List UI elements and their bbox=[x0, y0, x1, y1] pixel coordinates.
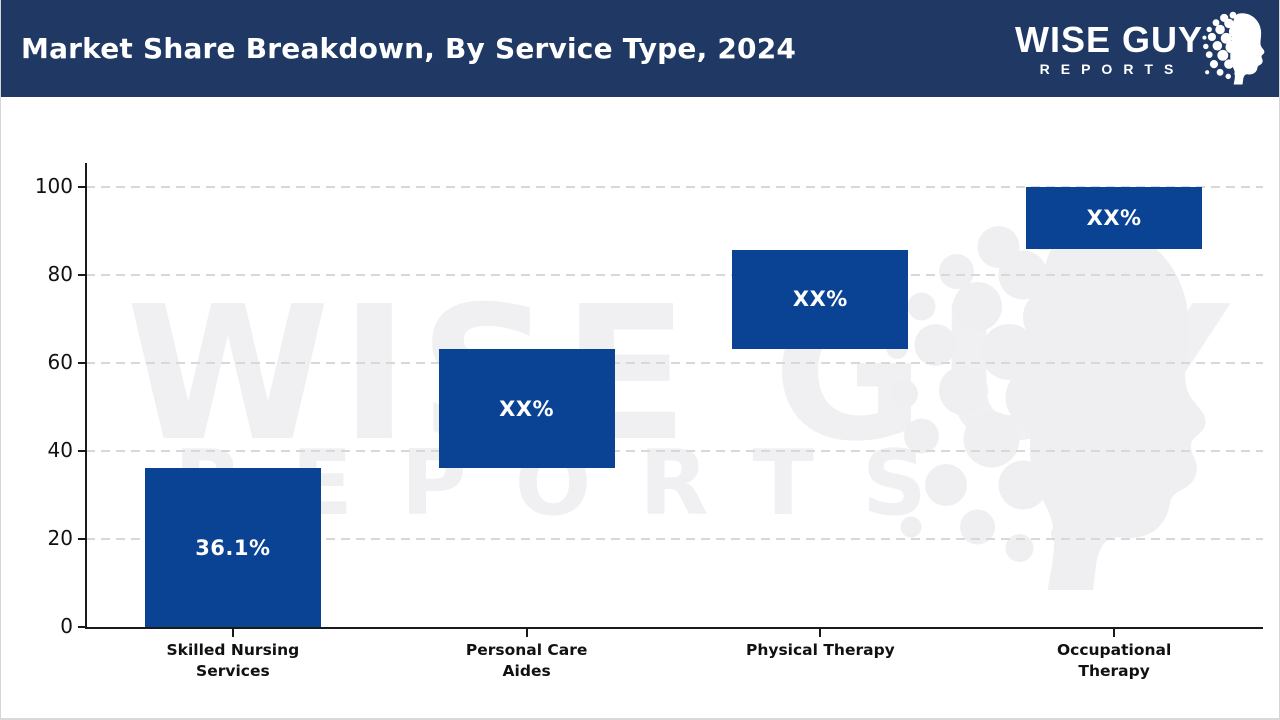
bar-segment: 36.1% bbox=[144, 468, 321, 627]
y-tick-mark bbox=[78, 450, 86, 452]
y-axis-line bbox=[85, 163, 87, 629]
logo-wordmark: WISE GUY bbox=[1014, 18, 1203, 60]
logo-text: WISE GUY REPORTS bbox=[1014, 18, 1203, 77]
x-tick-label-line: Therapy bbox=[1078, 661, 1150, 680]
bar-value-label: XX% bbox=[792, 287, 848, 312]
x-tick-mark bbox=[1113, 629, 1116, 637]
y-tick-mark bbox=[78, 274, 86, 276]
x-tick-label-line: Occupational bbox=[1056, 641, 1172, 659]
bar-value-label: XX% bbox=[1086, 206, 1142, 231]
gridline bbox=[86, 538, 1263, 540]
header-bar: Market Share Breakdown, By Service Type,… bbox=[1, 0, 1279, 97]
x-axis-line bbox=[85, 627, 1263, 629]
gridline bbox=[86, 450, 1263, 452]
x-tick-mark bbox=[231, 629, 234, 637]
chart-title: Market Share Breakdown, By Service Type,… bbox=[21, 32, 797, 65]
y-tick-mark bbox=[78, 362, 86, 364]
x-tick-label-line: Aides bbox=[502, 661, 551, 680]
x-tick-label: Personal Care Aides bbox=[417, 640, 637, 682]
x-tick-label-line: Services bbox=[196, 661, 270, 680]
y-tick-mark bbox=[78, 538, 86, 540]
x-tick-label: Physical Therapy bbox=[710, 640, 930, 661]
gridline bbox=[86, 186, 1263, 188]
bar-value-label: XX% bbox=[499, 396, 555, 421]
y-tick-label: 60 bbox=[47, 350, 73, 374]
x-tick-label: Skilled Nursing Services bbox=[123, 640, 343, 682]
bar-segment: XX% bbox=[438, 348, 615, 469]
bar-segment: XX% bbox=[1026, 187, 1203, 250]
x-tick-mark bbox=[819, 629, 822, 637]
bar-value-label: 36.1% bbox=[195, 535, 271, 560]
y-tick-label: 0 bbox=[60, 614, 73, 638]
x-tick-label: Occupational Therapy bbox=[1004, 640, 1224, 682]
x-tick-label-line: Skilled Nursing bbox=[166, 641, 300, 659]
y-tick-label: 80 bbox=[47, 262, 73, 286]
y-tick-label: 100 bbox=[34, 174, 73, 198]
bar-segment: XX% bbox=[732, 249, 909, 349]
wiseguy-logo: WISE GUY REPORTS bbox=[1015, 11, 1267, 86]
gridline bbox=[86, 362, 1263, 364]
gridline bbox=[86, 274, 1263, 276]
y-tick-label: 20 bbox=[47, 526, 73, 550]
x-tick-mark bbox=[525, 629, 528, 637]
y-tick-label: 40 bbox=[47, 438, 73, 462]
x-tick-label-line: Physical Therapy bbox=[745, 641, 895, 659]
y-tick-mark bbox=[78, 186, 86, 188]
y-tick-mark bbox=[78, 626, 86, 628]
x-tick-label-line: Personal Care bbox=[465, 641, 588, 659]
logo-tagline: REPORTS bbox=[1039, 60, 1185, 77]
